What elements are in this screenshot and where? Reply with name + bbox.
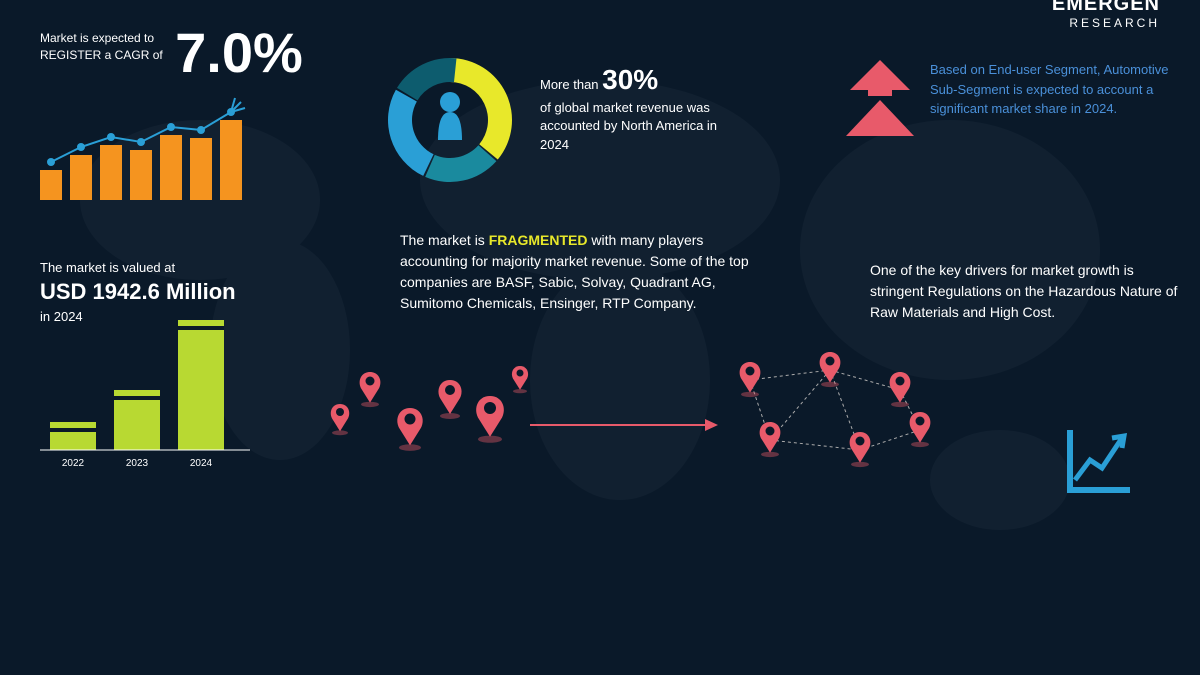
arrow-icon <box>530 415 720 435</box>
svg-text:2024: 2024 <box>190 458 213 469</box>
svg-text:2022: 2022 <box>62 458 85 469</box>
triangles-text: Based on End-user Segment, Automotive Su… <box>930 60 1180 119</box>
location-pins <box>320 350 540 460</box>
svg-text:2023: 2023 <box>126 458 149 469</box>
growth-bar-chart <box>40 90 280 220</box>
fragmented-text: The market is FRAGMENTED with many playe… <box>400 230 760 314</box>
up-triangles-icon <box>840 60 920 150</box>
cagr-value: 7.0% <box>175 20 303 85</box>
growth-chart-icon <box>1060 420 1140 500</box>
cagr-block: Market is expected toREGISTER a CAGR of … <box>40 20 340 85</box>
donut-text: More than 30% of global market revenue w… <box>540 60 740 154</box>
cagr-label: Market is expected toREGISTER a CAGR of <box>40 30 163 64</box>
network-pins <box>720 350 940 480</box>
driver-text: One of the key drivers for market growth… <box>870 260 1180 323</box>
valuation-bar-chart: 2022 2023 2024 <box>40 310 260 480</box>
emergen-logo: EMERGEN RESEARCH <box>1052 0 1160 30</box>
market-share-donut <box>380 50 520 190</box>
